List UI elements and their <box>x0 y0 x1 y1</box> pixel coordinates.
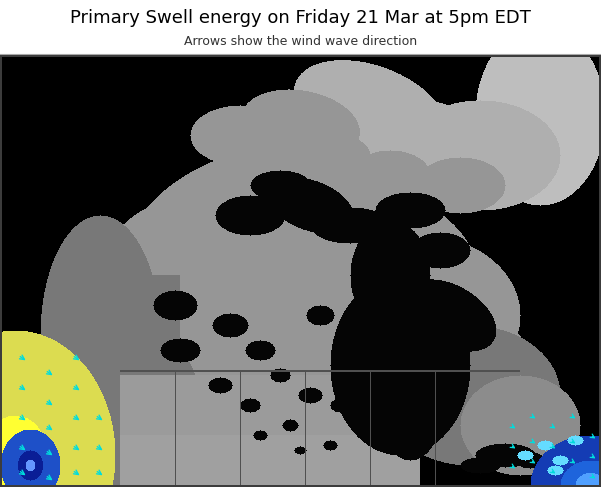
Text: Primary Swell energy on Friday 21 Mar at 5pm EDT: Primary Swell energy on Friday 21 Mar at… <box>70 9 531 27</box>
Text: Arrows show the wind wave direction: Arrows show the wind wave direction <box>184 35 417 48</box>
